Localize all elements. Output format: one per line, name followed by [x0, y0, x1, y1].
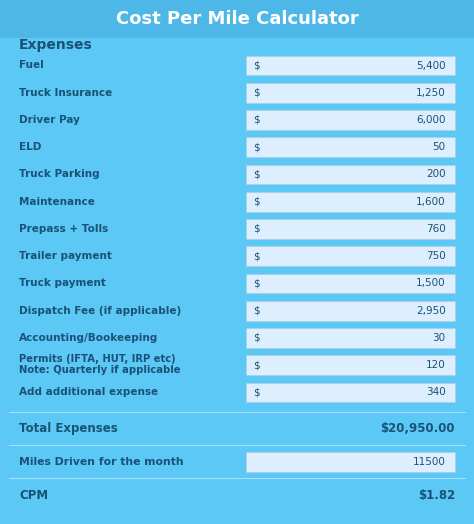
Text: $: $: [254, 387, 260, 398]
Text: ELD: ELD: [19, 142, 41, 152]
FancyBboxPatch shape: [246, 192, 455, 212]
Text: 750: 750: [426, 251, 446, 261]
Text: 340: 340: [426, 387, 446, 398]
Text: $: $: [254, 251, 260, 261]
Text: 50: 50: [432, 142, 446, 152]
Text: Miles Driven for the month: Miles Driven for the month: [19, 456, 183, 467]
Text: Add additional expense: Add additional expense: [19, 387, 158, 398]
Text: Note: Quarterly if applicable: Note: Quarterly if applicable: [19, 365, 181, 376]
Text: $: $: [254, 88, 260, 98]
FancyBboxPatch shape: [246, 137, 455, 157]
Text: Truck Insurance: Truck Insurance: [19, 88, 112, 98]
Text: 200: 200: [426, 169, 446, 180]
FancyBboxPatch shape: [246, 355, 455, 375]
Text: 30: 30: [432, 333, 446, 343]
Text: Fuel: Fuel: [19, 60, 44, 71]
FancyBboxPatch shape: [246, 383, 455, 402]
Text: $: $: [254, 142, 260, 152]
FancyBboxPatch shape: [246, 452, 455, 472]
Text: 1,250: 1,250: [416, 88, 446, 98]
Text: $: $: [254, 333, 260, 343]
Text: 1,500: 1,500: [416, 278, 446, 289]
FancyBboxPatch shape: [246, 219, 455, 239]
FancyBboxPatch shape: [0, 0, 474, 38]
Text: 11500: 11500: [413, 456, 446, 467]
FancyBboxPatch shape: [246, 56, 455, 75]
Text: $: $: [254, 196, 260, 207]
Text: Driver Pay: Driver Pay: [19, 115, 80, 125]
Text: 120: 120: [426, 360, 446, 370]
Text: Cost Per Mile Calculator: Cost Per Mile Calculator: [116, 10, 358, 28]
FancyBboxPatch shape: [246, 274, 455, 293]
Text: Prepass + Tolls: Prepass + Tolls: [19, 224, 108, 234]
Text: Trailer payment: Trailer payment: [19, 251, 112, 261]
Text: $1.82: $1.82: [418, 489, 455, 501]
Text: CPM: CPM: [19, 489, 48, 501]
Text: Dispatch Fee (if applicable): Dispatch Fee (if applicable): [19, 305, 181, 316]
Text: Truck Parking: Truck Parking: [19, 169, 100, 180]
Text: Expenses: Expenses: [19, 38, 93, 51]
FancyBboxPatch shape: [246, 328, 455, 348]
Text: $: $: [254, 224, 260, 234]
Text: $: $: [254, 278, 260, 289]
Text: Total Expenses: Total Expenses: [19, 422, 118, 434]
Text: $: $: [254, 169, 260, 180]
FancyBboxPatch shape: [246, 110, 455, 130]
FancyBboxPatch shape: [246, 246, 455, 266]
Text: 760: 760: [426, 224, 446, 234]
Text: $: $: [254, 360, 260, 370]
Text: Truck payment: Truck payment: [19, 278, 106, 289]
Text: Accounting/Bookeeping: Accounting/Bookeeping: [19, 333, 158, 343]
FancyBboxPatch shape: [246, 165, 455, 184]
Text: 6,000: 6,000: [416, 115, 446, 125]
Text: $20,950.00: $20,950.00: [381, 422, 455, 434]
Text: $: $: [254, 305, 260, 316]
Text: Permits (IFTA, HUT, IRP etc): Permits (IFTA, HUT, IRP etc): [19, 354, 175, 364]
Text: 5,400: 5,400: [416, 60, 446, 71]
Text: Maintenance: Maintenance: [19, 196, 95, 207]
Text: 1,600: 1,600: [416, 196, 446, 207]
Text: 2,950: 2,950: [416, 305, 446, 316]
FancyBboxPatch shape: [246, 301, 455, 321]
Text: $: $: [254, 115, 260, 125]
Text: $: $: [254, 60, 260, 71]
FancyBboxPatch shape: [246, 83, 455, 103]
